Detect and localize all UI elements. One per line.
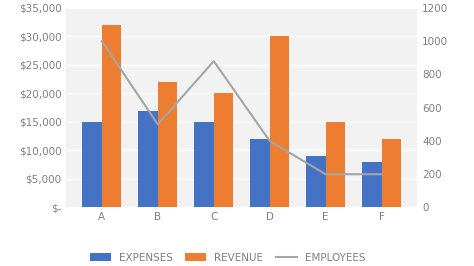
Bar	[250, 139, 270, 207]
Bar	[138, 111, 158, 207]
Bar	[326, 122, 345, 207]
EMPLOYEES	[323, 173, 328, 176]
Bar	[382, 139, 401, 207]
Bar	[270, 36, 289, 207]
EMPLOYEES	[267, 139, 273, 143]
EMPLOYEES	[155, 123, 161, 126]
Legend: EXPENSES, REVENUE, EMPLOYEES: EXPENSES, REVENUE, EMPLOYEES	[86, 249, 370, 266]
Bar	[214, 93, 233, 207]
EMPLOYEES	[379, 173, 384, 176]
Bar	[306, 156, 326, 207]
Bar	[194, 122, 214, 207]
Bar	[82, 122, 102, 207]
Bar	[362, 162, 382, 207]
EMPLOYEES	[211, 60, 217, 63]
Line: EMPLOYEES: EMPLOYEES	[102, 41, 382, 174]
Bar	[102, 25, 121, 207]
EMPLOYEES	[99, 40, 105, 43]
Bar	[158, 82, 177, 207]
